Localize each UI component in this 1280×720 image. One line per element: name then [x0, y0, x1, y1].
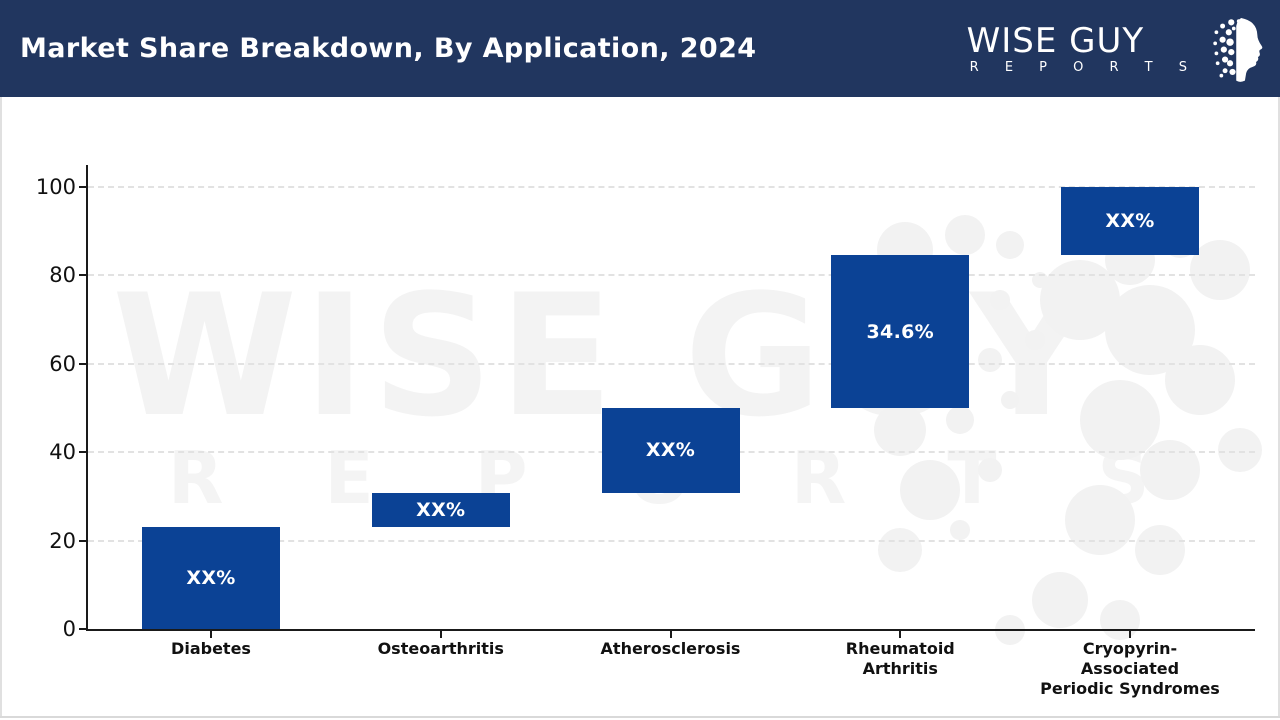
bar: XX% — [1061, 187, 1199, 256]
bar: XX% — [371, 492, 510, 527]
x-category-label: Rheumatoid Arthritis — [845, 639, 955, 678]
grid-line — [88, 274, 1255, 277]
y-tick-label: 100 — [35, 175, 76, 199]
x-tick-mark — [1129, 631, 1131, 638]
y-tick-label: 60 — [49, 351, 76, 376]
bar: 34.6% — [831, 255, 970, 408]
x-tick-mark — [439, 631, 442, 638]
card-border-bottom — [0, 716, 1280, 718]
x-category-label: Cryopyrin- Associated Periodic Syndromes — [1040, 639, 1220, 698]
y-tick-label: 0 — [62, 617, 76, 641]
card-border-left — [0, 97, 2, 718]
grid-line — [88, 186, 1255, 188]
y-tick-label: 20 — [49, 528, 76, 553]
y-tick-mark — [79, 539, 88, 542]
bar: XX% — [601, 408, 740, 493]
x-tick-mark — [669, 631, 672, 638]
logo-name-text: WISE GUY — [966, 20, 1145, 61]
y-tick-mark — [79, 362, 88, 365]
x-tick-mark — [899, 631, 902, 638]
x-category-label: Diabetes — [171, 639, 251, 658]
y-tick-mark — [79, 451, 88, 454]
grid-line — [88, 539, 1255, 542]
logo-subtitle-text: R E P O R T S — [969, 59, 1198, 75]
bar-value-label: 34.6% — [866, 320, 934, 343]
logo-wordmark: WISE GUY R E P O R T S — [967, 23, 1198, 75]
x-tick-mark — [210, 631, 212, 638]
x-category-label: Osteoarthritis — [377, 639, 504, 658]
bar-value-label: XX% — [186, 566, 236, 589]
header-bar: Market Share Breakdown, By Application, … — [0, 0, 1280, 97]
x-axis-line — [86, 629, 1255, 631]
x-category-label: Atherosclerosis — [600, 639, 741, 658]
bar: XX% — [142, 526, 280, 629]
bar-value-label: XX% — [1105, 210, 1155, 233]
page-title: Market Share Breakdown, By Application, … — [20, 33, 757, 64]
y-axis-line — [86, 165, 88, 631]
y-tick-mark — [79, 628, 88, 630]
y-tick-mark — [79, 186, 88, 188]
y-tick-mark — [79, 274, 88, 277]
y-tick-label: 80 — [49, 263, 76, 288]
y-tick-label: 40 — [49, 440, 76, 465]
wiseguy-logo: WISE GUY R E P O R T S — [967, 9, 1266, 89]
grid-line — [88, 362, 1255, 365]
bar-value-label: XX% — [416, 498, 466, 521]
card-border-right — [1278, 97, 1280, 718]
bar-value-label: XX% — [645, 439, 696, 462]
logo-head-icon — [1213, 17, 1263, 82]
